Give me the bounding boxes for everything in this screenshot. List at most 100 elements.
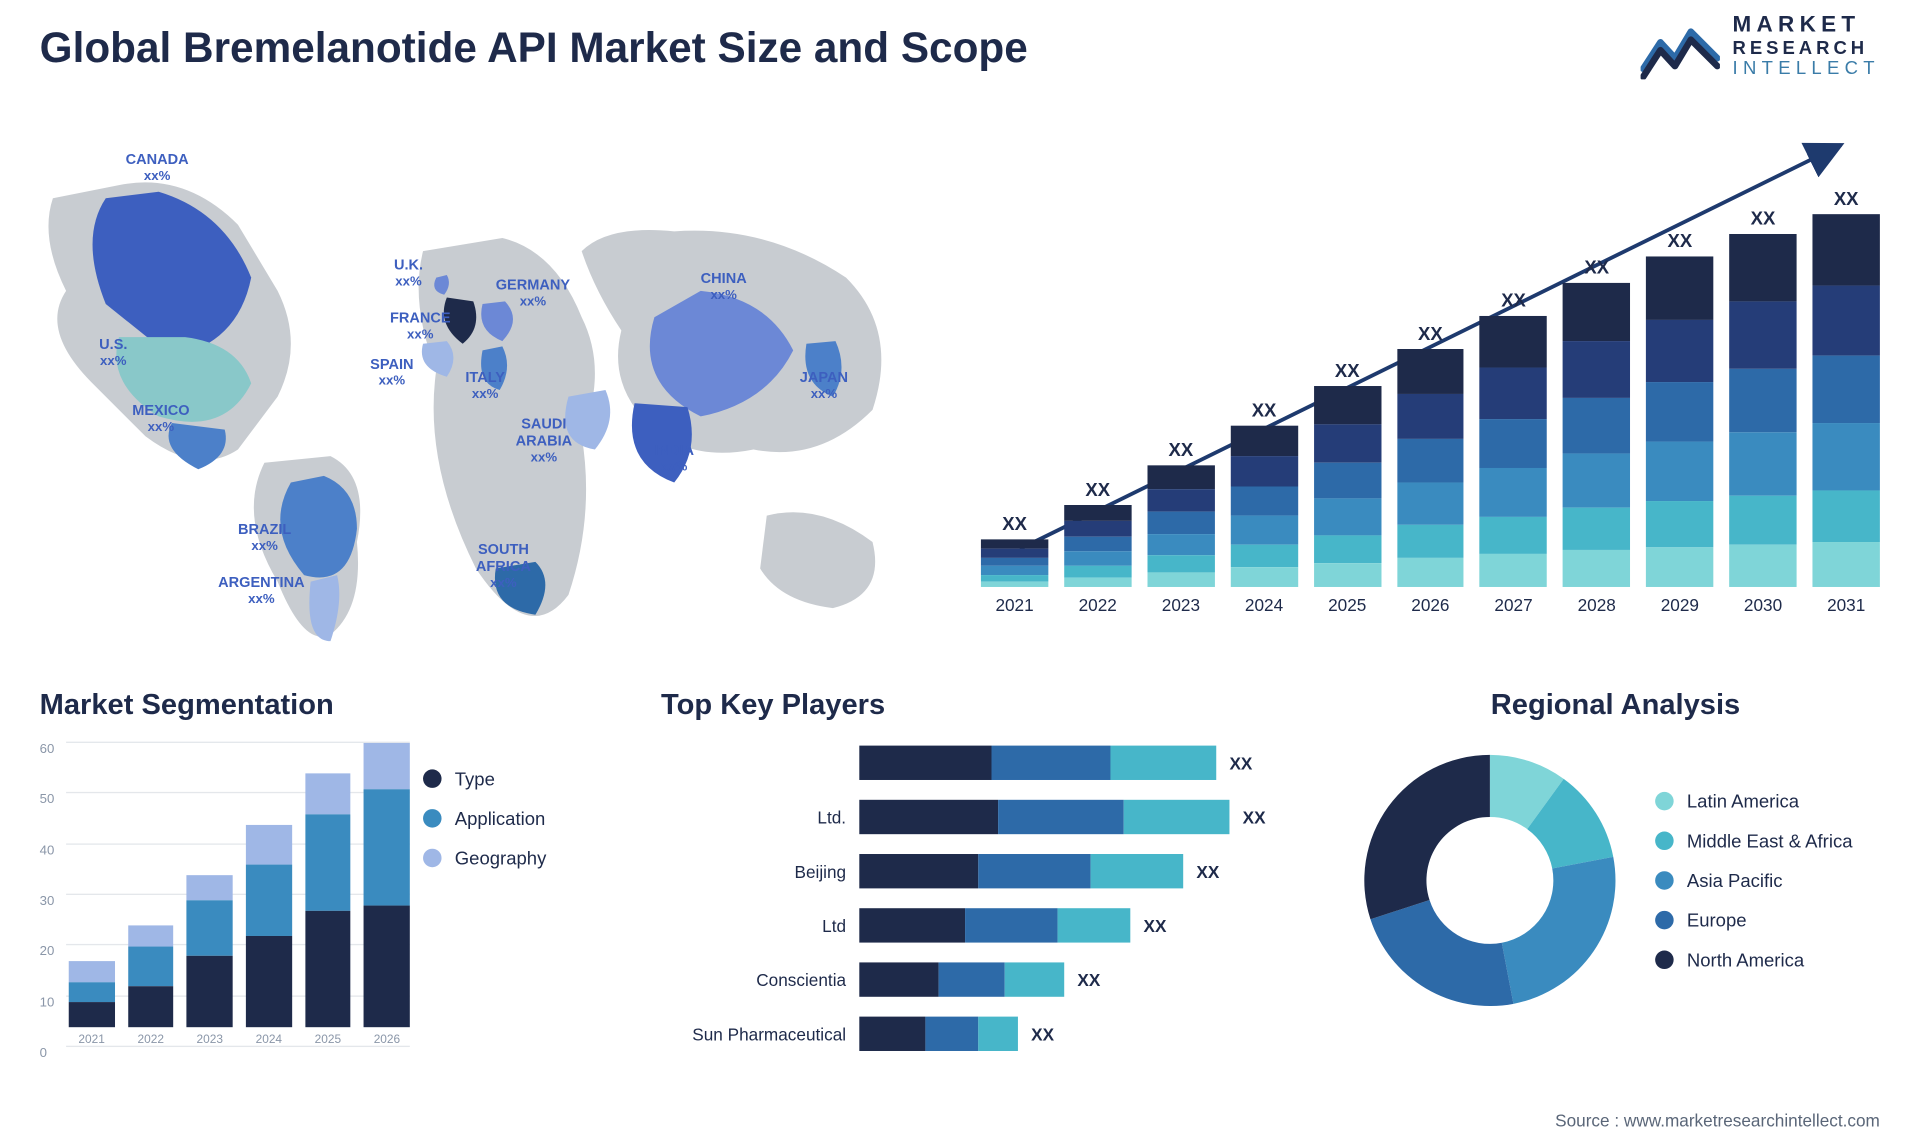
growth-segment bbox=[1646, 319, 1713, 382]
growth-value-label: XX bbox=[1169, 439, 1194, 460]
growth-segment bbox=[1314, 563, 1381, 587]
seg-bar-2025: 2025 bbox=[305, 774, 351, 1046]
seg-segment-type bbox=[69, 1002, 115, 1027]
growth-bar-2024: XX 2024 bbox=[1230, 399, 1297, 614]
growth-segment bbox=[1147, 533, 1214, 555]
growth-segment bbox=[1813, 285, 1880, 356]
player-segment bbox=[939, 962, 1005, 996]
growth-value-label: XX bbox=[1252, 399, 1277, 420]
map-label-uk: U.K.xx% bbox=[394, 258, 423, 291]
growth-segment bbox=[1397, 525, 1464, 558]
growth-segment bbox=[1646, 442, 1713, 501]
seg-segment-type bbox=[187, 956, 233, 1027]
growth-segment bbox=[1147, 512, 1214, 534]
growth-segment bbox=[981, 548, 1048, 557]
growth-value-label: XX bbox=[1335, 360, 1360, 381]
player-value: XX bbox=[1144, 915, 1167, 935]
growth-year-label: 2027 bbox=[1494, 595, 1532, 615]
seg-segment-type bbox=[305, 911, 351, 1028]
growth-segment bbox=[1813, 542, 1880, 587]
growth-bar-2031: XX2031 bbox=[1813, 188, 1880, 615]
map-label-france: FRANCExx% bbox=[390, 311, 451, 344]
map-label-germany: GERMANYxx% bbox=[496, 278, 570, 311]
growth-bar-2030: XX2030 bbox=[1729, 208, 1796, 615]
legend-swatch bbox=[1655, 911, 1674, 930]
player-segment bbox=[992, 746, 1111, 780]
seg-year-label: 2023 bbox=[197, 1032, 223, 1045]
segmentation-section: Market Segmentation 0102030405060 202120… bbox=[40, 687, 608, 1072]
player-segment bbox=[859, 746, 991, 780]
growth-segment bbox=[1147, 555, 1214, 572]
seg-segment-application bbox=[305, 814, 351, 910]
players-section: Top Key Players XXLtd.XXBeijingXXLtdXXCo… bbox=[661, 687, 1282, 1078]
growth-segment bbox=[1064, 521, 1131, 537]
seg-bar-2024: 2024 bbox=[246, 825, 292, 1046]
legend-label: Middle East & Africa bbox=[1687, 830, 1853, 851]
growth-year-label: 2021 bbox=[995, 595, 1033, 615]
growth-bar-chart: XX2021XX2022XX2023XX2024XX2025XX2026XX20… bbox=[981, 126, 1880, 655]
y-tick-label: 50 bbox=[40, 793, 55, 808]
legend-swatch bbox=[1655, 951, 1674, 970]
player-row: Sun PharmaceuticalXX bbox=[661, 1013, 1282, 1055]
seg-segment-type bbox=[246, 936, 292, 1027]
growth-segment bbox=[1480, 368, 1547, 419]
growth-segment bbox=[1314, 386, 1381, 424]
growth-segment bbox=[1064, 551, 1131, 566]
legend-item-application: Application bbox=[423, 808, 608, 829]
seg-bar-2023: 2023 bbox=[187, 875, 233, 1045]
page-title: Global Bremelanotide API Market Size and… bbox=[40, 24, 1028, 73]
segmentation-title: Market Segmentation bbox=[40, 687, 608, 721]
player-bar bbox=[859, 800, 1229, 834]
map-label-southafrica: SOUTHAFRICAxx% bbox=[476, 542, 531, 593]
growth-segment bbox=[1147, 465, 1214, 488]
growth-segment bbox=[1230, 545, 1297, 568]
y-tick-label: 10 bbox=[40, 996, 55, 1011]
regional-title: Regional Analysis bbox=[1351, 687, 1880, 721]
growth-bar-2022: XX2022 bbox=[1064, 479, 1131, 615]
growth-year-label: 2023 bbox=[1162, 595, 1200, 615]
growth-segment bbox=[1646, 382, 1713, 441]
growth-segment bbox=[1230, 426, 1297, 457]
y-tick-label: 40 bbox=[40, 844, 55, 859]
legend-label: North America bbox=[1687, 949, 1804, 970]
player-value: XX bbox=[1196, 861, 1219, 881]
growth-value-label: XX bbox=[1418, 323, 1443, 344]
seg-year-label: 2021 bbox=[78, 1032, 104, 1045]
player-segment bbox=[859, 800, 998, 834]
player-label: Ltd bbox=[661, 915, 859, 935]
growth-segment bbox=[1064, 536, 1131, 551]
growth-bar-2025: XX2025 bbox=[1314, 360, 1381, 615]
player-value: XX bbox=[1229, 753, 1252, 773]
growth-segment bbox=[1147, 572, 1214, 587]
growth-segment bbox=[1813, 214, 1880, 285]
seg-segment-geography bbox=[128, 926, 174, 946]
player-value: XX bbox=[1243, 807, 1266, 827]
growth-segment bbox=[1397, 439, 1464, 482]
y-tick-label: 60 bbox=[40, 742, 55, 757]
player-label: Ltd. bbox=[661, 807, 859, 827]
growth-segment bbox=[1563, 550, 1630, 586]
growth-segment bbox=[1563, 508, 1630, 551]
growth-year-label: 2024 bbox=[1245, 595, 1283, 615]
seg-bar-2021: 2021 bbox=[69, 961, 115, 1045]
legend-label: Application bbox=[455, 808, 546, 829]
region-legend-item: Asia Pacific bbox=[1655, 870, 1852, 891]
seg-segment-application bbox=[69, 982, 115, 1002]
donut-slice bbox=[1502, 857, 1616, 1004]
player-bar bbox=[859, 854, 1183, 888]
player-label: Beijing bbox=[661, 861, 859, 881]
growth-segment bbox=[1646, 256, 1713, 319]
player-segment bbox=[1005, 962, 1064, 996]
map-label-mexico: MEXICOxx% bbox=[132, 403, 189, 436]
seg-year-label: 2022 bbox=[137, 1032, 163, 1045]
player-value: XX bbox=[1077, 970, 1100, 990]
player-bar bbox=[859, 1017, 1018, 1051]
player-label: Conscientia bbox=[661, 970, 859, 990]
growth-segment bbox=[1480, 419, 1547, 468]
player-row: Ltd XX bbox=[661, 904, 1282, 946]
growth-bar-2023: XX 2023 bbox=[1147, 439, 1214, 615]
growth-segment bbox=[1397, 482, 1464, 525]
seg-year-label: 2024 bbox=[256, 1032, 282, 1045]
growth-segment bbox=[1480, 554, 1547, 587]
regional-section: Regional Analysis Latin AmericaMiddle Ea… bbox=[1351, 687, 1880, 1019]
